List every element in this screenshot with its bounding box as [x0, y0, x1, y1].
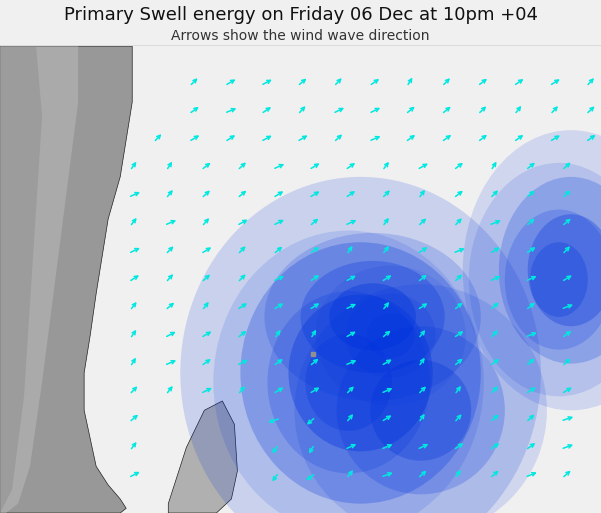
Ellipse shape [180, 177, 541, 513]
Ellipse shape [316, 266, 466, 406]
Text: Arrows show the wind wave direction: Arrows show the wind wave direction [171, 29, 430, 43]
Polygon shape [168, 401, 237, 513]
Ellipse shape [469, 163, 601, 396]
Ellipse shape [463, 130, 601, 410]
Ellipse shape [346, 293, 436, 378]
Ellipse shape [499, 177, 601, 364]
Ellipse shape [329, 283, 416, 350]
Ellipse shape [267, 291, 430, 473]
Ellipse shape [528, 214, 601, 326]
Ellipse shape [370, 360, 471, 461]
Ellipse shape [300, 261, 445, 373]
Polygon shape [0, 46, 132, 513]
Ellipse shape [213, 230, 484, 513]
Ellipse shape [305, 334, 392, 431]
Ellipse shape [530, 242, 588, 317]
Ellipse shape [240, 242, 481, 504]
Ellipse shape [264, 233, 481, 401]
Ellipse shape [505, 209, 601, 350]
Polygon shape [0, 46, 42, 513]
Ellipse shape [294, 284, 547, 513]
Ellipse shape [337, 326, 505, 495]
Text: Primary Swell energy on Friday 06 Dec at 10pm +04: Primary Swell energy on Friday 06 Dec at… [64, 6, 537, 24]
Polygon shape [0, 46, 78, 513]
Ellipse shape [288, 294, 433, 451]
Ellipse shape [367, 313, 415, 358]
